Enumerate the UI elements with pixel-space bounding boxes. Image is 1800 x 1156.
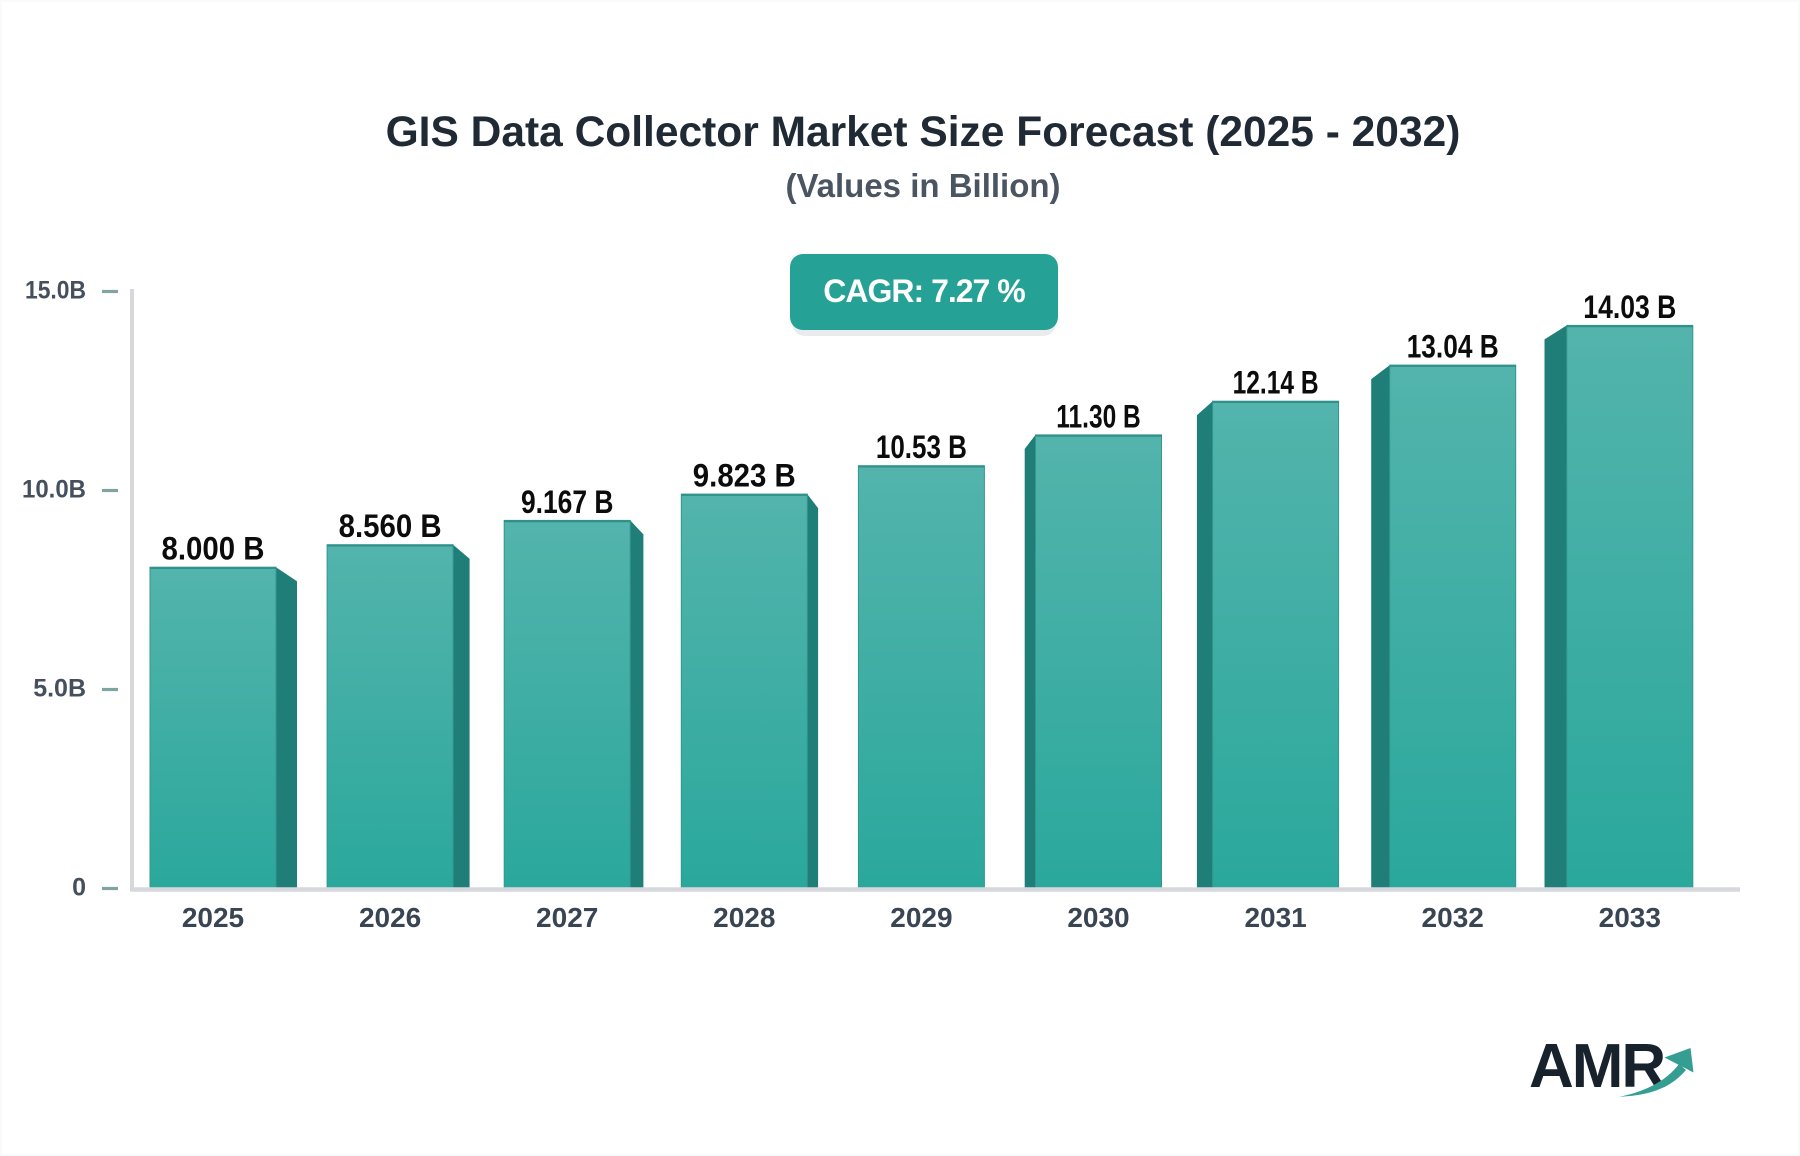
svg-text:12.14 B: 12.14 B (1233, 365, 1319, 401)
svg-text:2033: 2033 (1599, 902, 1661, 933)
svg-text:2031: 2031 (1244, 902, 1306, 933)
svg-text:10.0B: 10.0B (22, 476, 86, 504)
svg-text:2030: 2030 (1067, 902, 1129, 933)
svg-text:15.0B: 15.0B (25, 277, 86, 305)
svg-text:2026: 2026 (359, 902, 421, 933)
svg-text:8.000 B: 8.000 B (162, 531, 265, 567)
svg-text:2029: 2029 (890, 902, 952, 933)
svg-text:0: 0 (72, 874, 86, 902)
svg-text:2027: 2027 (536, 902, 598, 933)
svg-text:CAGR: 7.27 %: CAGR: 7.27 % (823, 273, 1025, 309)
svg-text:2025: 2025 (182, 902, 244, 933)
svg-text:5.0B: 5.0B (33, 675, 86, 703)
svg-text:2028: 2028 (713, 902, 775, 933)
svg-text:13.04 B: 13.04 B (1407, 329, 1499, 365)
svg-text:11.30 B: 11.30 B (1056, 398, 1141, 434)
svg-text:14.03 B: 14.03 B (1583, 289, 1676, 325)
svg-text:10.53 B: 10.53 B (876, 429, 967, 465)
svg-text:8.560 B: 8.560 B (339, 508, 442, 544)
svg-text:9.167 B: 9.167 B (521, 484, 614, 520)
svg-text:GIS Data Collector Market Size: GIS Data Collector Market Size Forecast … (386, 109, 1461, 156)
svg-text:2032: 2032 (1422, 902, 1484, 933)
svg-text:(Values in Billion): (Values in Billion) (785, 167, 1060, 204)
svg-text:9.823 B: 9.823 B (693, 458, 796, 494)
